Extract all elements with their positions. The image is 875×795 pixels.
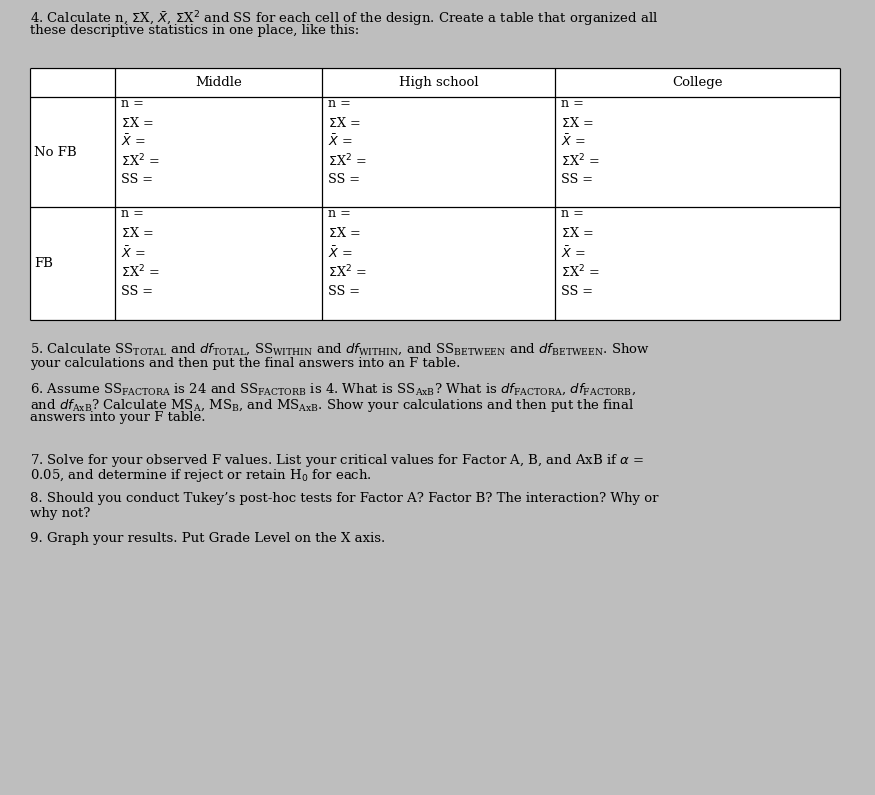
Text: 7. Solve for your observed F values. List your critical values for Factor A, B, : 7. Solve for your observed F values. Lis… (30, 452, 644, 469)
Text: $\Sigma$X$^2$ =: $\Sigma$X$^2$ = (328, 264, 367, 281)
Text: n =: n = (328, 97, 351, 111)
Text: 8. Should you conduct Tukey’s post-hoc tests for Factor A? Factor B? The interac: 8. Should you conduct Tukey’s post-hoc t… (30, 492, 659, 505)
Text: $\Sigma$X$^2$ =: $\Sigma$X$^2$ = (121, 152, 160, 169)
Text: $\Sigma$X =: $\Sigma$X = (121, 115, 153, 130)
Text: 0.05, and determine if reject or retain H$_0$ for each.: 0.05, and determine if reject or retain … (30, 467, 372, 484)
Text: n =: n = (121, 207, 144, 220)
Text: $\Sigma$X$^2$ =: $\Sigma$X$^2$ = (121, 264, 160, 281)
Text: $\Sigma$X =: $\Sigma$X = (328, 115, 360, 130)
Text: why not?: why not? (30, 507, 90, 520)
Text: $\bar{X}$ =: $\bar{X}$ = (328, 134, 353, 149)
Text: $\Sigma$X =: $\Sigma$X = (561, 227, 593, 240)
Text: 6. Assume SS$_{\mathregular{FACTORA}}$ is 24 and SS$_{\mathregular{FACTORB}}$ is: 6. Assume SS$_{\mathregular{FACTORA}}$ i… (30, 382, 636, 398)
Text: these descriptive statistics in one place, like this:: these descriptive statistics in one plac… (30, 24, 360, 37)
Text: $\Sigma$X =: $\Sigma$X = (561, 115, 593, 130)
Text: SS =: SS = (561, 285, 593, 298)
Text: n =: n = (561, 97, 584, 111)
Text: answers into your F table.: answers into your F table. (30, 411, 206, 424)
Text: SS =: SS = (561, 173, 593, 186)
Text: your calculations and then put the final answers into an F table.: your calculations and then put the final… (30, 357, 460, 370)
Text: $\Sigma$X =: $\Sigma$X = (121, 227, 153, 240)
Text: $\Sigma$X =: $\Sigma$X = (328, 227, 360, 240)
Text: and $\mathit{df}_{\mathregular{AxB}}$? Calculate MS$_{\mathregular{A}}$, MS$_{\m: and $\mathit{df}_{\mathregular{AxB}}$? C… (30, 397, 634, 414)
Text: Middle: Middle (195, 76, 242, 89)
Text: n =: n = (328, 207, 351, 220)
Text: 9. Graph your results. Put Grade Level on the X axis.: 9. Graph your results. Put Grade Level o… (30, 532, 385, 545)
Text: $\bar{X}$ =: $\bar{X}$ = (328, 245, 353, 261)
Text: $\bar{X}$ =: $\bar{X}$ = (121, 245, 146, 261)
Text: No FB: No FB (34, 145, 77, 158)
Text: SS =: SS = (328, 285, 360, 298)
Text: College: College (672, 76, 723, 89)
Text: n =: n = (121, 97, 144, 111)
Text: SS =: SS = (328, 173, 360, 186)
Text: SS =: SS = (121, 285, 153, 298)
Text: $\bar{X}$ =: $\bar{X}$ = (561, 134, 585, 149)
Text: SS =: SS = (121, 173, 153, 186)
Text: $\Sigma$X$^2$ =: $\Sigma$X$^2$ = (328, 152, 367, 169)
Text: $\Sigma$X$^2$ =: $\Sigma$X$^2$ = (561, 152, 599, 169)
Bar (30, 68, 840, 320)
Text: n =: n = (561, 207, 584, 220)
Text: High school: High school (399, 76, 479, 89)
Text: $\bar{X}$ =: $\bar{X}$ = (121, 134, 146, 149)
Text: $\bar{X}$ =: $\bar{X}$ = (561, 245, 585, 261)
Text: $\Sigma$X$^2$ =: $\Sigma$X$^2$ = (561, 264, 599, 281)
Text: FB: FB (34, 257, 52, 270)
Text: 5. Calculate SS$_{\mathregular{TOTAL}}$ and $\mathit{df}_{\mathregular{TOTAL}}$,: 5. Calculate SS$_{\mathregular{TOTAL}}$ … (30, 342, 650, 358)
Text: 4. Calculate n, $\Sigma$X, $\bar{X}$, $\Sigma$X$^2$ and SS for each cell of the : 4. Calculate n, $\Sigma$X, $\bar{X}$, $\… (30, 10, 658, 29)
